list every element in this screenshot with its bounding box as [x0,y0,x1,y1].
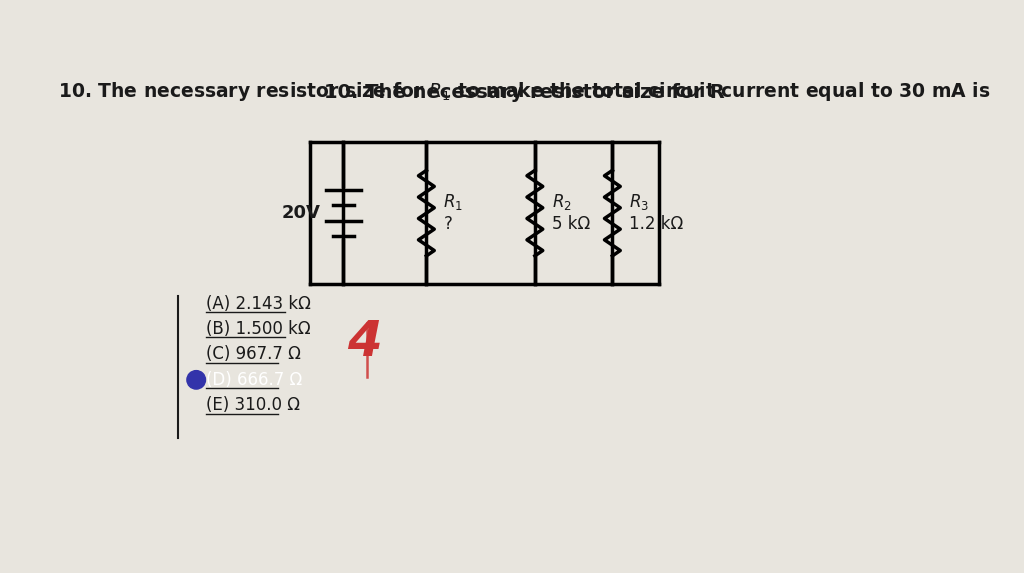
Text: 1.2 kΩ: 1.2 kΩ [630,215,684,233]
Text: 4: 4 [347,318,382,366]
Text: $R_3$: $R_3$ [630,193,649,213]
Text: 10. The necessary resistor size for R: 10. The necessary resistor size for R [325,83,725,101]
Text: (B) 1.500 kΩ: (B) 1.500 kΩ [206,320,310,338]
Text: 20V: 20V [282,204,321,222]
Circle shape [187,371,206,389]
Text: (E) 310.0 Ω: (E) 310.0 Ω [206,397,299,414]
Text: $R_1$: $R_1$ [443,193,463,213]
Text: (C) 967.7 Ω: (C) 967.7 Ω [206,346,300,363]
Text: 10. The necessary resistor size for $R_1$ to make the total circuit current equa: 10. The necessary resistor size for $R_1… [58,80,991,103]
Text: ?: ? [443,215,453,233]
Text: (D) 666.7 Ω: (D) 666.7 Ω [206,371,302,389]
Text: 5 kΩ: 5 kΩ [552,215,590,233]
Text: (A) 2.143 kΩ: (A) 2.143 kΩ [206,295,310,313]
Text: $R_2$: $R_2$ [552,193,571,213]
